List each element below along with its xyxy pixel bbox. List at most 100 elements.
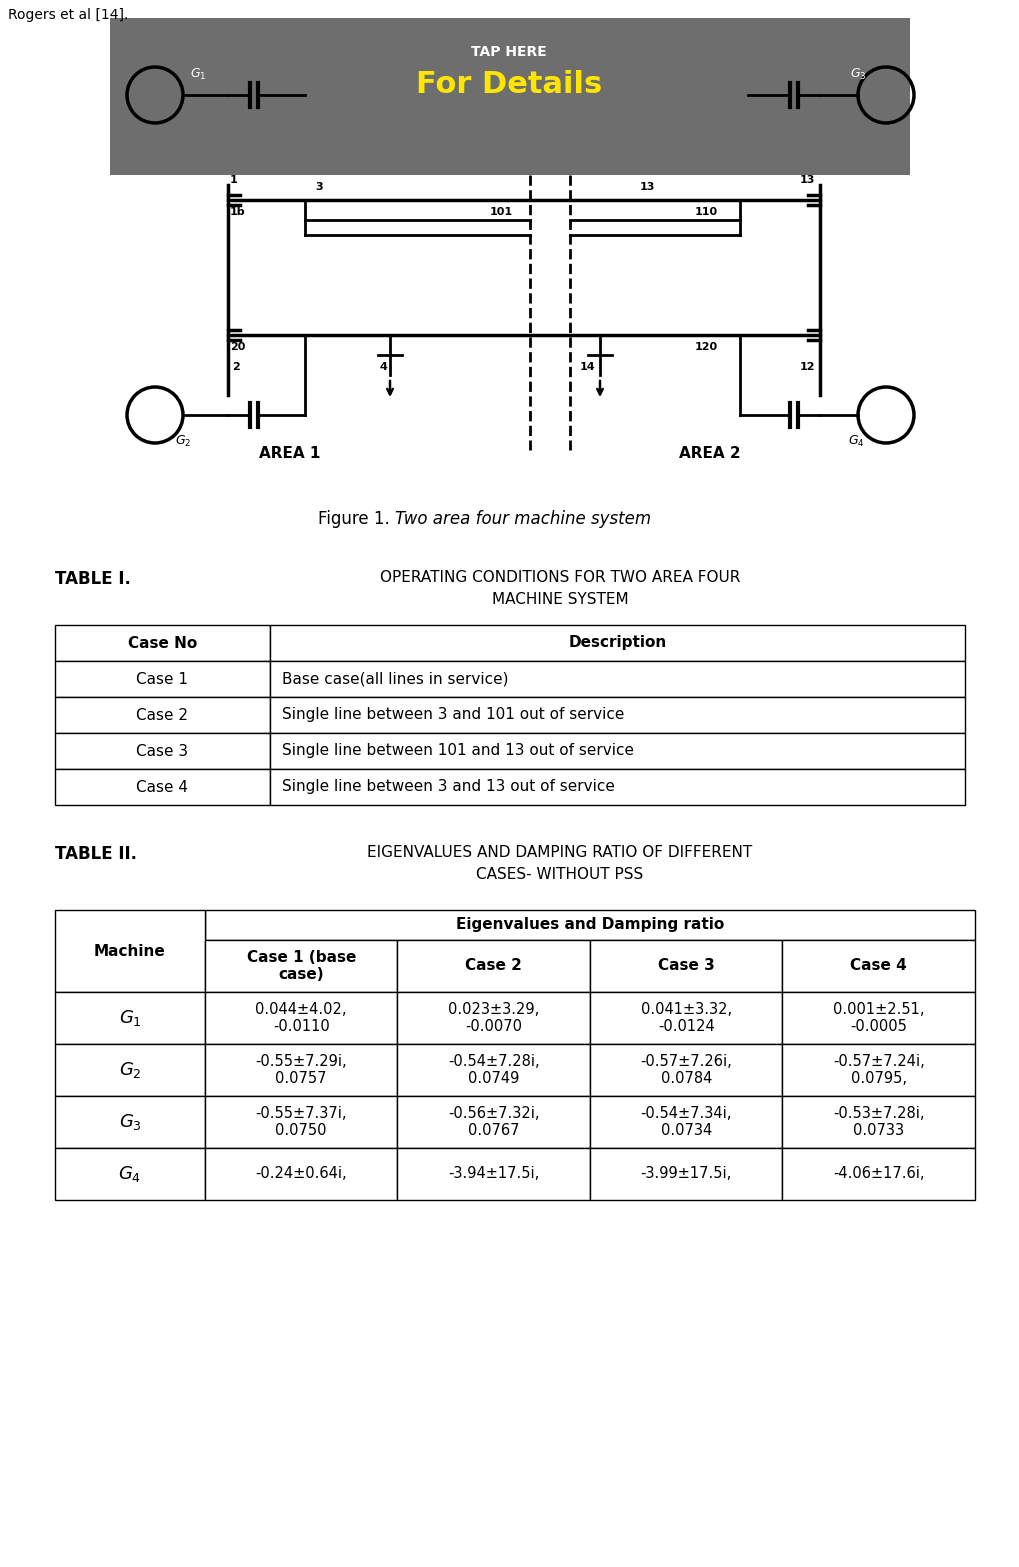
Text: -0.55±7.37i,
0.0750: -0.55±7.37i, 0.0750 — [256, 1106, 347, 1138]
Text: OPERATING CONDITIONS FOR TWO AREA FOUR: OPERATING CONDITIONS FOR TWO AREA FOUR — [380, 570, 740, 584]
Text: -0.54±7.34i,
0.0734: -0.54±7.34i, 0.0734 — [641, 1106, 732, 1138]
Text: 20: 20 — [230, 342, 246, 353]
Text: Case 3: Case 3 — [658, 959, 714, 973]
Text: -0.57±7.24i,
0.0795,: -0.57±7.24i, 0.0795, — [833, 1053, 924, 1086]
Text: Figure 1.: Figure 1. — [318, 509, 390, 528]
Text: $G_4$: $G_4$ — [848, 434, 865, 450]
Bar — [205, 940, 397, 992]
Text: $G_3$: $G_3$ — [118, 1113, 142, 1131]
Bar — [205, 910, 975, 940]
Text: MACHINE SYSTEM: MACHINE SYSTEM — [492, 592, 629, 606]
Text: -0.56±7.32i,
0.0767: -0.56±7.32i, 0.0767 — [448, 1106, 539, 1138]
Bar — [205, 992, 397, 1044]
Text: CASES- WITHOUT PSS: CASES- WITHOUT PSS — [476, 867, 644, 882]
Text: Case 4: Case 4 — [851, 959, 907, 973]
Bar — [205, 1149, 397, 1200]
Text: 0.001±2.51,
-0.0005: 0.001±2.51, -0.0005 — [833, 1001, 924, 1034]
Bar — [270, 625, 965, 661]
Bar — [783, 1044, 975, 1095]
Text: TABLE I.: TABLE I. — [55, 570, 130, 588]
Text: Rogers et al [14].: Rogers et al [14]. — [8, 8, 128, 22]
Text: 120: 120 — [695, 342, 718, 353]
Bar — [55, 661, 270, 697]
Text: 1b: 1b — [230, 207, 246, 216]
Text: $G_1$: $G_1$ — [118, 1008, 142, 1028]
Bar — [205, 1095, 397, 1149]
Bar — [397, 1095, 590, 1149]
Text: AREA 1: AREA 1 — [259, 447, 321, 461]
Text: Description: Description — [569, 636, 666, 650]
Text: -0.57±7.26i,
0.0784: -0.57±7.26i, 0.0784 — [640, 1053, 732, 1086]
Bar — [590, 1044, 783, 1095]
Text: $G_4$: $G_4$ — [118, 1164, 142, 1185]
Text: Case 1 (base
case): Case 1 (base case) — [247, 950, 356, 983]
Text: -0.53±7.28i,
0.0733: -0.53±7.28i, 0.0733 — [833, 1106, 924, 1138]
Text: 13: 13 — [640, 182, 655, 193]
Text: Case 2: Case 2 — [466, 959, 522, 973]
Bar — [783, 940, 975, 992]
Text: 101: 101 — [490, 207, 514, 216]
Text: TABLE II.: TABLE II. — [55, 845, 137, 863]
Bar — [590, 1149, 783, 1200]
Bar — [783, 1149, 975, 1200]
Text: $G_2$: $G_2$ — [175, 434, 192, 450]
Bar — [270, 733, 965, 769]
Text: Eigenvalues and Damping ratio: Eigenvalues and Damping ratio — [455, 918, 725, 932]
Text: Case No: Case No — [127, 636, 197, 650]
Text: Single line between 3 and 13 out of service: Single line between 3 and 13 out of serv… — [282, 779, 614, 794]
Bar — [270, 697, 965, 733]
Text: AREA 2: AREA 2 — [680, 447, 741, 461]
Text: $G_1$: $G_1$ — [190, 67, 207, 81]
Bar — [270, 769, 965, 805]
Text: 3: 3 — [315, 182, 323, 193]
Bar — [590, 1095, 783, 1149]
Text: -0.55±7.29i,
0.0757: -0.55±7.29i, 0.0757 — [256, 1053, 347, 1086]
Text: -4.06±17.6i,: -4.06±17.6i, — [833, 1166, 924, 1182]
Bar — [55, 1044, 205, 1095]
Text: Case 2: Case 2 — [137, 707, 189, 722]
Text: $G_3$: $G_3$ — [850, 67, 866, 81]
Bar — [110, 17, 910, 176]
Bar — [397, 992, 590, 1044]
Bar — [55, 1149, 205, 1200]
Text: EIGENVALUES AND DAMPING RATIO OF DIFFERENT: EIGENVALUES AND DAMPING RATIO OF DIFFERE… — [368, 845, 753, 860]
Text: Base case(all lines in service): Base case(all lines in service) — [282, 672, 508, 686]
Text: TAP HERE: TAP HERE — [471, 45, 547, 60]
Text: 14: 14 — [580, 362, 596, 371]
Bar — [590, 940, 783, 992]
Text: Case 4: Case 4 — [137, 779, 189, 794]
Bar — [590, 992, 783, 1044]
Text: 12: 12 — [800, 362, 815, 371]
Bar — [783, 1095, 975, 1149]
Text: Machine: Machine — [94, 943, 166, 959]
Text: -0.54±7.28i,
0.0749: -0.54±7.28i, 0.0749 — [448, 1053, 540, 1086]
Text: 0.044±4.02,
-0.0110: 0.044±4.02, -0.0110 — [256, 1001, 347, 1034]
Bar — [397, 1149, 590, 1200]
Text: 0.023±3.29,
-0.0070: 0.023±3.29, -0.0070 — [448, 1001, 539, 1034]
Bar — [55, 769, 270, 805]
Bar — [397, 940, 590, 992]
Bar — [270, 661, 965, 697]
Text: Case 3: Case 3 — [137, 743, 189, 758]
Bar — [397, 1044, 590, 1095]
Bar — [55, 625, 270, 661]
Text: Case 1: Case 1 — [137, 672, 189, 686]
Text: For Details: For Details — [416, 71, 602, 99]
Text: -3.94±17.5i,: -3.94±17.5i, — [448, 1166, 539, 1182]
Text: -3.99±17.5i,: -3.99±17.5i, — [641, 1166, 732, 1182]
Text: 2: 2 — [232, 362, 239, 371]
Text: 1: 1 — [230, 176, 237, 185]
Text: Two area four machine system: Two area four machine system — [395, 509, 651, 528]
Bar — [205, 1044, 397, 1095]
Text: Single line between 101 and 13 out of service: Single line between 101 and 13 out of se… — [282, 743, 634, 758]
Text: $G_2$: $G_2$ — [118, 1059, 142, 1080]
Bar — [55, 697, 270, 733]
Text: 13: 13 — [800, 176, 815, 185]
Bar — [55, 1095, 205, 1149]
Text: -0.24±0.64i,: -0.24±0.64i, — [256, 1166, 347, 1182]
Text: 0.041±3.32,
-0.0124: 0.041±3.32, -0.0124 — [641, 1001, 732, 1034]
Bar — [55, 733, 270, 769]
Bar — [55, 910, 205, 992]
Text: 110: 110 — [695, 207, 718, 216]
Text: Single line between 3 and 101 out of service: Single line between 3 and 101 out of ser… — [282, 707, 625, 722]
